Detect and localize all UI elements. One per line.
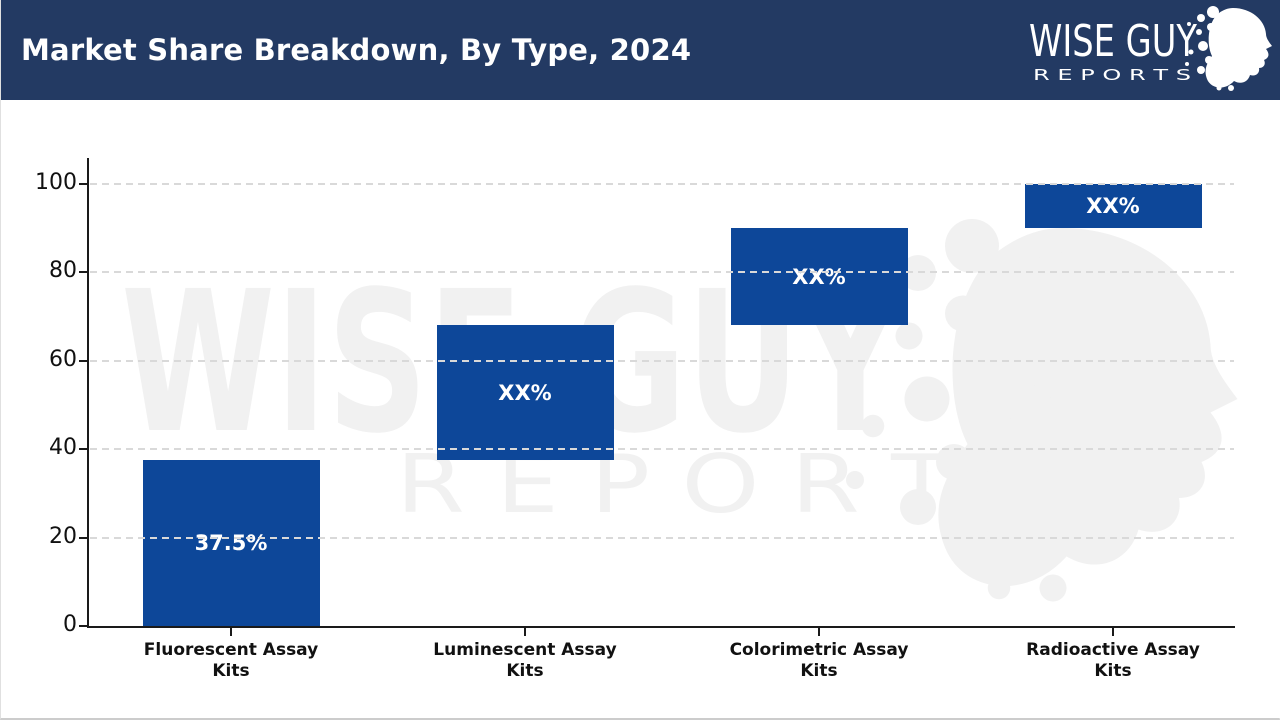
bar-value-label: 37.5% — [194, 531, 268, 556]
x-tick-mark — [818, 628, 820, 636]
x-axis — [87, 626, 1235, 628]
wiseguy-logo: WISE GUY R E P O R T S — [1029, 6, 1272, 91]
gridline — [90, 183, 1234, 185]
x-category-label: Colorimetric Assay Kits — [729, 640, 909, 681]
y-tick-mark — [79, 183, 87, 185]
x-category-label: Luminescent Assay Kits — [433, 640, 617, 681]
logo-wordmark: WISE GUY — [1029, 16, 1197, 67]
y-tick-mark — [79, 625, 87, 627]
y-tick-label: 0 — [63, 612, 77, 637]
logo-subtext: R E P O R T S — [1033, 66, 1191, 84]
y-tick-mark — [79, 359, 87, 362]
y-tick-label: 80 — [49, 258, 77, 284]
x-category-label: Radioactive Assay Kits — [1026, 640, 1200, 681]
y-tick-label: 100 — [35, 170, 77, 195]
y-axis — [87, 158, 89, 628]
bar-segment: 37.5% — [142, 460, 320, 626]
logo-face-icon — [1185, 6, 1272, 91]
bar-value-label: XX% — [1086, 194, 1140, 219]
chart-area: WISE GUY R E P O R T S 0 20 40 60 80 100 37.5%… — [1, 100, 1280, 718]
y-tick-mark — [79, 271, 87, 274]
bar-value-label: XX% — [498, 380, 552, 405]
x-tick-mark — [524, 628, 526, 636]
gridline — [90, 271, 1234, 274]
y-tick-mark — [79, 536, 87, 539]
y-tick-label: 60 — [49, 346, 77, 372]
x-tick-mark — [230, 628, 232, 636]
x-category-label: Fluorescent Assay Kits — [143, 640, 319, 681]
bar-segment: XX% — [436, 325, 614, 461]
bar-segment: XX% — [730, 228, 908, 326]
gridline — [90, 536, 1234, 539]
gridline — [90, 359, 1234, 362]
y-tick-mark — [79, 448, 87, 451]
bar-segment: XX% — [1024, 184, 1202, 229]
y-tick-label: 40 — [49, 435, 77, 461]
bar-value-label: XX% — [792, 264, 846, 289]
header: Market Share Breakdown, By Type, 2024 WI… — [1, 0, 1280, 100]
y-tick-label: 20 — [49, 523, 77, 549]
x-tick-mark — [1112, 628, 1114, 636]
page-title: Market Share Breakdown, By Type, 2024 — [21, 33, 692, 67]
gridline — [90, 448, 1234, 451]
